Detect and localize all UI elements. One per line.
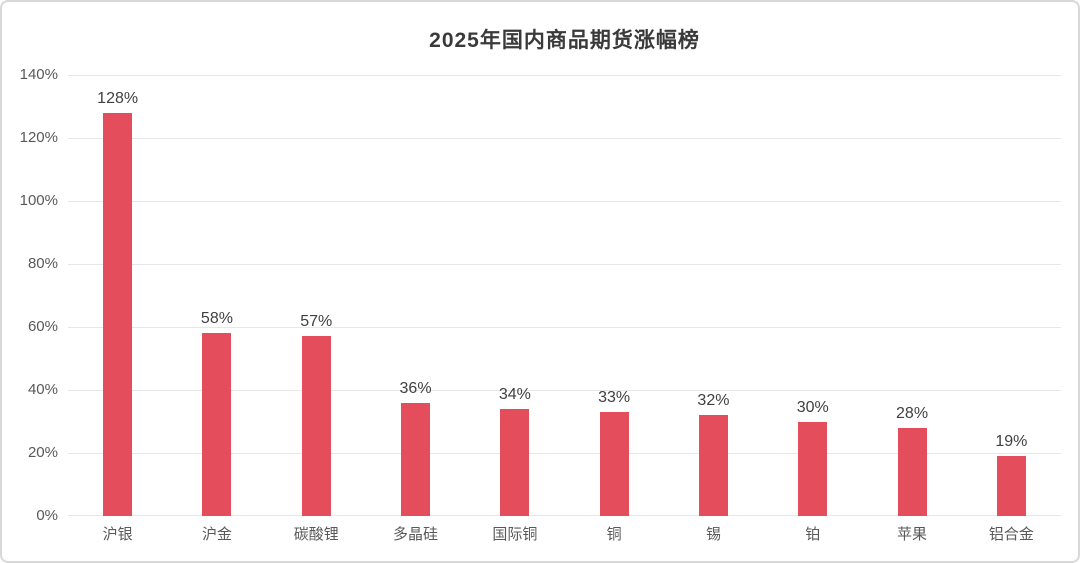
bar: [301, 336, 331, 516]
x-category-label: 锡: [705, 526, 721, 543]
bar-value-label: 36%: [399, 379, 432, 397]
gridline: [68, 200, 1061, 202]
bar: [401, 402, 431, 516]
x-category-label: 苹果: [897, 526, 928, 543]
bar: [798, 421, 828, 516]
y-tick-label: 100%: [19, 192, 58, 209]
chart-title: 2025年国内商品期货涨幅榜: [429, 29, 700, 52]
plot-area: 128% 58% 57% 36% 34% 33% 32% 30% 28% 19%: [68, 75, 1061, 516]
gridline: [68, 452, 1061, 454]
gridline: [68, 515, 1061, 516]
gridline: [68, 326, 1061, 328]
bar: [202, 333, 232, 516]
bar-value-label: 30%: [796, 398, 829, 416]
gridline: [68, 137, 1061, 139]
y-tick-label: 120%: [19, 129, 58, 146]
y-tick-label: 0%: [36, 507, 58, 524]
x-category-label: 多晶硅: [393, 526, 439, 543]
x-category-label: 铂: [805, 526, 821, 543]
x-category-label: 铜: [606, 526, 622, 543]
y-tick-label: 40%: [27, 381, 58, 398]
bar-value-label: 19%: [995, 433, 1028, 451]
bar: [103, 112, 133, 516]
x-category-label: 国际铜: [492, 526, 538, 543]
y-tick-label: 20%: [27, 444, 58, 461]
x-category-label: 铝合金: [988, 526, 1034, 543]
gridline: [68, 263, 1061, 265]
bar: [996, 456, 1026, 516]
bar-value-label: 57%: [300, 313, 333, 331]
bar-value-label: 33%: [598, 389, 631, 407]
bar: [500, 408, 530, 516]
x-category-label: 沪金: [201, 526, 232, 543]
y-tick-label: 80%: [27, 255, 58, 272]
bar-value-label: 32%: [697, 392, 730, 410]
x-category-label: 碳酸锂: [293, 526, 339, 543]
bar-value-label: 28%: [896, 404, 929, 422]
y-tick-label: 60%: [27, 318, 58, 335]
x-category-label: 沪银: [102, 526, 133, 543]
bar: [897, 427, 927, 516]
y-tick-label: 140%: [19, 66, 58, 83]
bar: [599, 412, 629, 516]
gridline: [68, 389, 1061, 391]
bar-value-label: 34%: [498, 385, 531, 403]
bar: [698, 415, 728, 516]
bar-value-label: 128%: [97, 89, 139, 107]
gridline: [68, 75, 1061, 76]
bar-value-label: 58%: [200, 310, 233, 328]
